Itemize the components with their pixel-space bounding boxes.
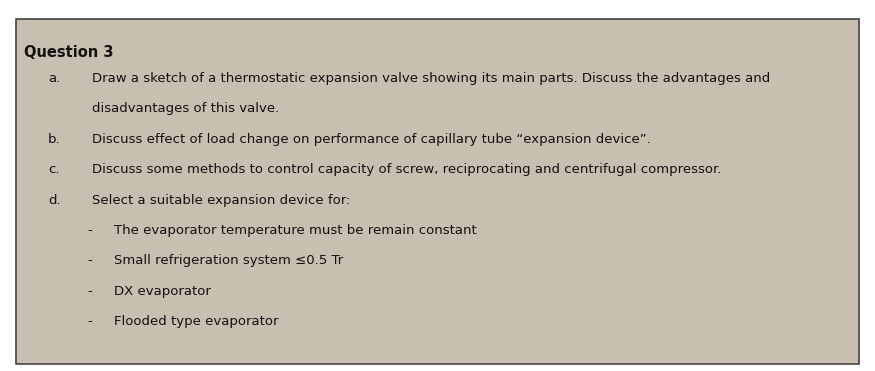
Text: b.: b. [48, 133, 60, 146]
Text: -: - [88, 255, 92, 267]
Text: d.: d. [48, 194, 60, 207]
Text: -: - [88, 224, 92, 237]
Text: The evaporator temperature must be remain constant: The evaporator temperature must be remai… [114, 224, 477, 237]
Text: DX evaporator: DX evaporator [114, 285, 211, 298]
Text: Discuss some methods to control capacity of screw, reciprocating and centrifugal: Discuss some methods to control capacity… [92, 163, 721, 176]
Text: Small refrigeration system ≤0.5 Tr: Small refrigeration system ≤0.5 Tr [114, 255, 343, 267]
Text: a.: a. [48, 72, 60, 85]
Text: Flooded type evaporator: Flooded type evaporator [114, 315, 278, 328]
Text: disadvantages of this valve.: disadvantages of this valve. [92, 102, 279, 115]
Text: -: - [88, 315, 92, 328]
Text: c.: c. [48, 163, 60, 176]
Text: Draw a sketch of a thermostatic expansion valve showing its main parts. Discuss : Draw a sketch of a thermostatic expansio… [92, 72, 770, 85]
Text: Select a suitable expansion device for:: Select a suitable expansion device for: [92, 194, 350, 207]
Text: Discuss effect of load change on performance of capillary tube “expansion device: Discuss effect of load change on perform… [92, 133, 651, 146]
Text: -: - [88, 285, 92, 298]
Text: Question 3: Question 3 [24, 45, 114, 59]
FancyBboxPatch shape [16, 19, 859, 364]
